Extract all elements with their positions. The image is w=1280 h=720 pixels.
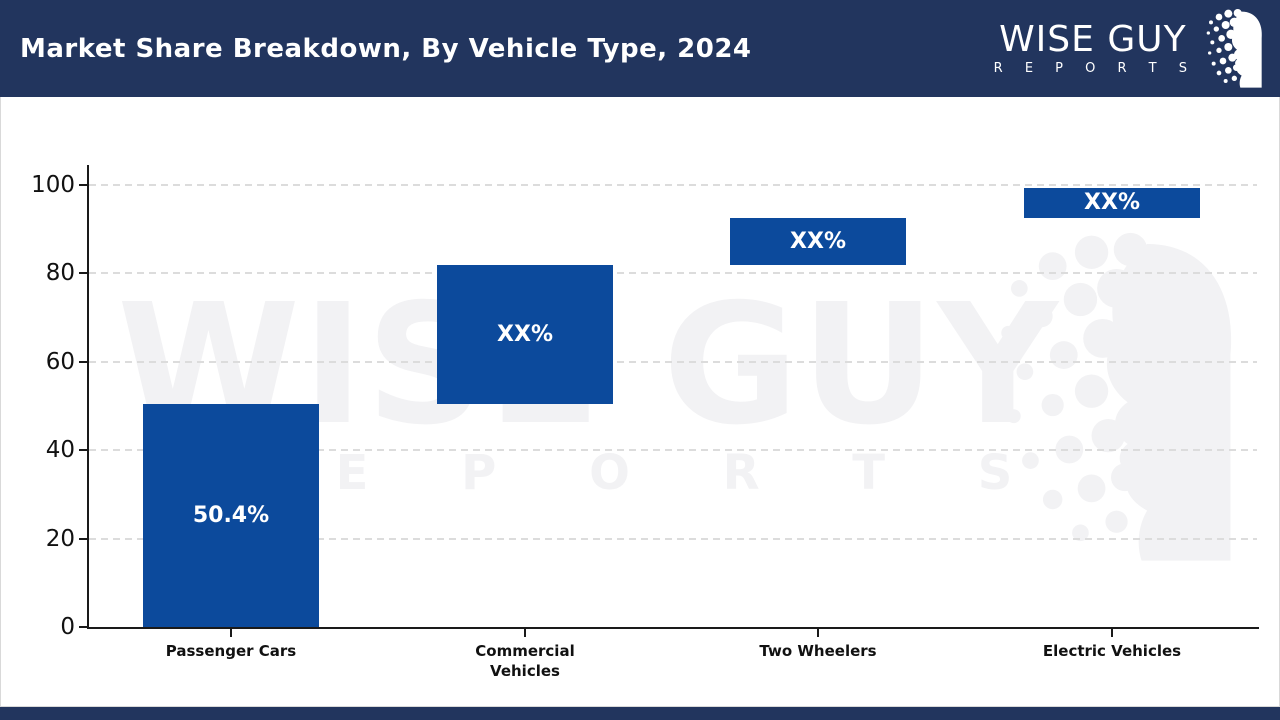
y-tick-mark [79, 626, 87, 628]
x-category-label: Commercial Vehicles [475, 642, 575, 680]
gridline [89, 360, 1257, 363]
x-category-label: Passenger Cars [165, 642, 297, 660]
y-tick-mark [79, 272, 87, 275]
x-tick-mark [1111, 629, 1113, 637]
x-tick-mark [524, 629, 526, 637]
logo-name: WISE GUY [999, 18, 1187, 60]
x-axis-spine [87, 627, 1259, 629]
y-tick-mark [79, 184, 87, 186]
y-tick-label: 40 [45, 437, 75, 464]
bar-value-label: 50.4% [192, 503, 270, 529]
footer-bar [0, 706, 1280, 720]
y-tick-label: 20 [45, 525, 75, 552]
x-category-label: Two Wheelers [759, 642, 877, 660]
y-tick-label: 0 [60, 614, 75, 640]
gridline [89, 537, 1257, 540]
gridline [89, 184, 1257, 186]
logo-subtitle: R E P O R T S [993, 60, 1196, 76]
y-axis-spine [87, 165, 89, 627]
y-tick-label: 100 [31, 172, 75, 198]
bar: XX% [730, 218, 906, 265]
y-tick-label: 80 [45, 260, 75, 287]
bar-value-label: XX% [1084, 190, 1140, 216]
y-tick-mark [79, 449, 87, 452]
x-tick-mark [817, 629, 819, 637]
chart-plot-area: WISE GUY R E P O R T S 0 20 40 60 80 100 50.4%… [0, 97, 1280, 706]
x-category-label: Electric Vehicles [1042, 642, 1182, 660]
watermark-text-sub: R E P O R T S [206, 445, 1051, 501]
x-tick-mark [230, 629, 232, 637]
bar: XX% [437, 264, 613, 405]
y-tick-mark [79, 537, 87, 540]
chart-title: Market Share Breakdown, By Vehicle Type,… [20, 33, 752, 64]
brand-logo: WISE GUY R E P O R T S [990, 9, 1280, 89]
header-bar: Market Share Breakdown, By Vehicle Type,… [0, 0, 1280, 97]
bar-value-label: XX% [790, 228, 846, 254]
watermark-face-icon [986, 212, 1236, 587]
dot-face-logo-icon [1202, 9, 1264, 89]
y-tick-label: 60 [45, 348, 75, 375]
bar: 50.4% [143, 404, 319, 627]
bar: XX% [1024, 187, 1200, 219]
gridline [89, 449, 1257, 452]
y-tick-mark [79, 360, 87, 363]
gridline [89, 272, 1257, 275]
bar-value-label: XX% [497, 321, 553, 347]
